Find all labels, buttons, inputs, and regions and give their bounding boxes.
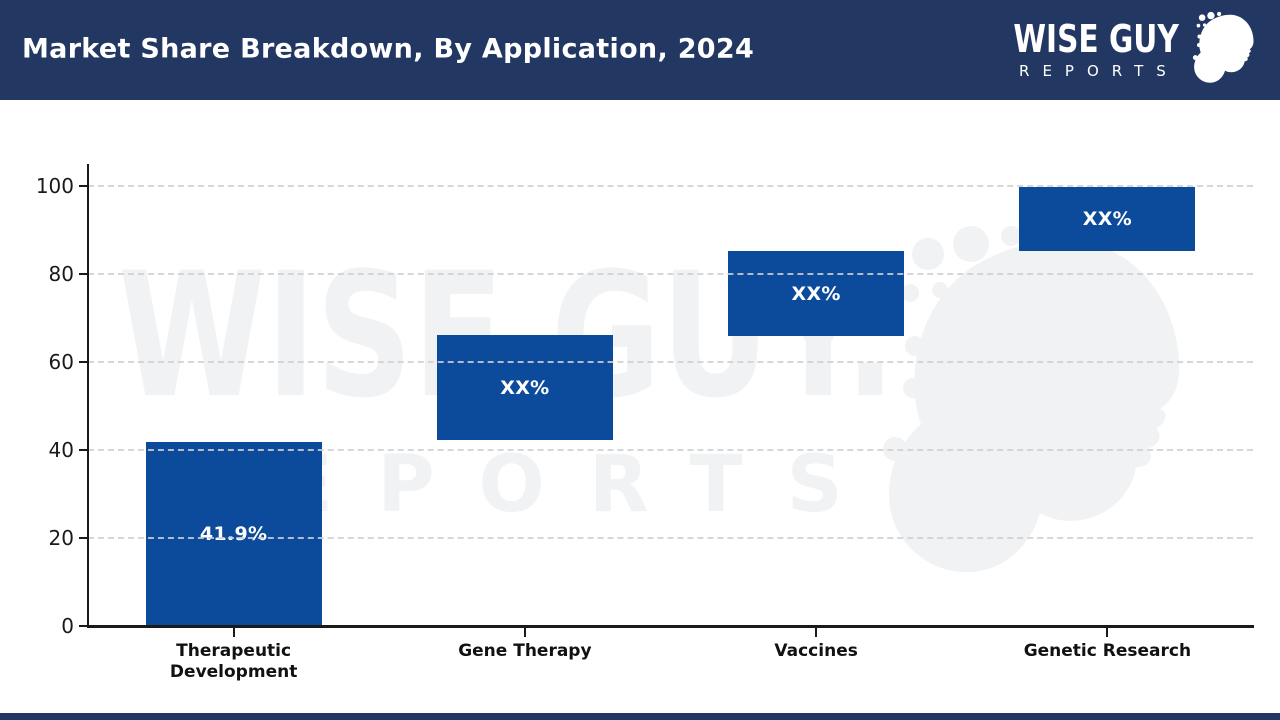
bar-genetic-research: XX% — [1019, 187, 1196, 252]
logo-wordmark: WISE GUY — [1013, 17, 1179, 61]
bar-value-label-gene-therapy: XX% — [500, 376, 550, 399]
bar-therapeutic-development: 41.9% — [145, 441, 322, 626]
category-label-gene-therapy: Gene Therapy — [458, 641, 592, 661]
bar-gene-therapy: XX% — [436, 335, 613, 440]
ytick-mark-20 — [79, 537, 88, 539]
ytick-label-100: 100 — [35, 174, 74, 198]
watermark-head-profile — [883, 226, 1180, 573]
gridline-80 — [88, 273, 1253, 275]
ytick-label-20: 20 — [48, 526, 74, 550]
logo-subtitle: REPORTS — [1019, 62, 1179, 80]
bar-value-label-therapeutic-development: 41.9% — [199, 522, 268, 545]
footer-strip — [0, 713, 1280, 720]
gridline-100 — [88, 185, 1253, 187]
logo-head-profile-icon — [1192, 11, 1254, 83]
category-label-genetic-research: Genetic Research — [1023, 641, 1192, 661]
xtick-genetic-research — [1106, 628, 1109, 637]
ytick-label-40: 40 — [48, 438, 74, 462]
gridline-20 — [88, 537, 1253, 539]
gridline-60 — [88, 361, 1253, 363]
ytick-mark-80 — [79, 273, 88, 275]
ytick-label-80: 80 — [48, 262, 74, 286]
ytick-label-0: 0 — [61, 614, 74, 638]
ytick-mark-0 — [79, 625, 88, 627]
page-title: Market Share Breakdown, By Application, … — [22, 33, 755, 65]
ytick-label-60: 60 — [48, 350, 74, 374]
bar-value-label-vaccines: XX% — [791, 282, 841, 305]
xtick-gene-therapy — [523, 628, 526, 637]
bar-value-label-genetic-research: XX% — [1082, 208, 1132, 231]
ytick-mark-100 — [79, 185, 88, 187]
gridline-40 — [88, 449, 1253, 451]
y-axis-line — [87, 164, 89, 628]
xtick-vaccines — [815, 628, 818, 637]
xtick-therapeutic-development — [232, 628, 235, 637]
ytick-mark-60 — [79, 361, 88, 363]
logo-text: WISE GUY REPORTS — [990, 20, 1202, 80]
category-label-vaccines: Vaccines — [774, 641, 858, 661]
wise-guy-reports-logo: WISE GUY REPORTS — [990, 6, 1274, 94]
header-banner: Market Share Breakdown, By Application, … — [0, 0, 1280, 100]
bar-vaccines: XX% — [728, 251, 905, 337]
ytick-mark-40 — [79, 449, 88, 451]
x-axis-line — [87, 625, 1254, 628]
category-label-therapeutic-development: Therapeutic Development — [169, 641, 298, 683]
